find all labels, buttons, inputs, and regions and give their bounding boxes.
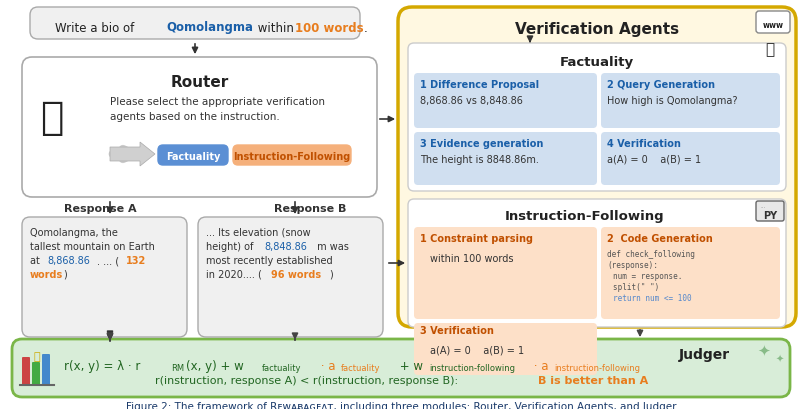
Text: agents based on the instruction.: agents based on the instruction. [110,112,280,122]
Text: Judger: Judger [679,347,730,361]
FancyBboxPatch shape [32,362,40,385]
Text: factuality: factuality [341,363,381,372]
Text: Factuality: Factuality [560,56,634,69]
Text: 1 Difference Proposal: 1 Difference Proposal [420,80,539,90]
Text: 132: 132 [126,255,147,265]
Text: 8,868.86 vs 8,848.86: 8,868.86 vs 8,848.86 [420,96,523,106]
Text: . ... (: . ... ( [97,255,119,265]
Text: 1 Constraint parsing: 1 Constraint parsing [420,234,533,243]
Text: 🤖: 🤖 [40,99,64,137]
Text: 3 Verification: 3 Verification [420,325,494,335]
Text: Router: Router [171,75,229,90]
FancyBboxPatch shape [414,74,597,129]
Text: www: www [762,20,783,29]
Text: words: words [30,270,64,279]
Text: 8,868.86: 8,868.86 [47,255,90,265]
Text: (x, y) + w: (x, y) + w [186,359,244,372]
Text: 8,848.86: 8,848.86 [264,241,307,252]
Text: within: within [254,21,298,34]
Text: B is better than A: B is better than A [538,375,648,385]
FancyBboxPatch shape [30,8,360,40]
Text: 🔍: 🔍 [766,42,774,57]
Text: return num <= 100: return num <= 100 [613,293,691,302]
FancyBboxPatch shape [233,146,351,166]
FancyBboxPatch shape [601,227,780,319]
FancyBboxPatch shape [756,12,790,34]
Text: PY: PY [763,211,777,220]
Text: at: at [30,255,43,265]
Text: (response):: (response): [607,261,658,270]
FancyBboxPatch shape [42,354,50,385]
Text: ): ) [329,270,332,279]
Text: 2  Code Generation: 2 Code Generation [607,234,712,243]
Text: Qomolangma, the: Qomolangma, the [30,227,118,237]
Text: 96 words: 96 words [271,270,321,279]
Text: Verification Agents: Verification Agents [515,22,679,37]
Text: ): ) [63,270,67,279]
Text: instruction-following: instruction-following [554,363,640,372]
Text: factuality: factuality [262,363,302,372]
Text: a(A) = 0    a(B) = 1: a(A) = 0 a(B) = 1 [607,155,701,164]
Text: Instruction-Following: Instruction-Following [506,209,665,222]
Text: instruction-following: instruction-following [429,363,515,372]
Text: most recently established: most recently established [206,255,332,265]
FancyBboxPatch shape [12,339,790,397]
FancyBboxPatch shape [198,218,383,337]
Text: num = response.: num = response. [613,271,683,280]
FancyBboxPatch shape [601,133,780,186]
Text: r(instruction, response A) < r(instruction, response B):: r(instruction, response A) < r(instructi… [155,375,461,385]
Text: Factuality: Factuality [166,152,221,162]
Text: 3 Evidence generation: 3 Evidence generation [420,139,543,148]
FancyBboxPatch shape [22,357,30,385]
Text: r(x, y) = λ · r: r(x, y) = λ · r [64,359,140,372]
Text: How high is Qomolangma?: How high is Qomolangma? [607,96,737,106]
Text: 100 words: 100 words [295,21,364,34]
Text: Response A: Response A [64,204,136,213]
Text: in 2020.... (: in 2020.... ( [206,270,262,279]
Text: a(A) = 0    a(B) = 1: a(A) = 0 a(B) = 1 [430,345,524,355]
Text: Response B: Response B [274,204,346,213]
Polygon shape [110,143,155,166]
Text: ✨: ✨ [34,351,40,361]
FancyBboxPatch shape [414,323,597,375]
FancyBboxPatch shape [158,146,228,166]
Text: within 100 words: within 100 words [430,254,514,263]
Text: height) of: height) of [206,241,257,252]
Text: Write a bio of: Write a bio of [55,21,138,34]
FancyBboxPatch shape [398,8,796,327]
Text: · a: · a [530,359,548,372]
Text: ... Its elevation (snow: ... Its elevation (snow [206,227,311,237]
Text: ✦: ✦ [758,343,770,358]
FancyBboxPatch shape [22,58,377,198]
Text: · a: · a [317,359,336,372]
FancyBboxPatch shape [22,218,187,337]
Text: .: . [364,21,368,34]
Text: RM: RM [171,363,184,372]
FancyBboxPatch shape [408,44,786,191]
FancyBboxPatch shape [414,227,597,319]
FancyArrowPatch shape [113,150,133,160]
Text: m was: m was [314,241,349,252]
Text: Instruction-Following: Instruction-Following [233,152,351,162]
Text: The height is 8848.86m.: The height is 8848.86m. [420,155,539,164]
FancyBboxPatch shape [601,74,780,129]
Text: Qomolangma: Qomolangma [166,21,253,34]
Text: + w: + w [396,359,423,372]
Text: 4 Verification: 4 Verification [607,139,681,148]
Text: split(" "): split(" ") [613,282,659,291]
FancyBboxPatch shape [408,200,786,327]
FancyBboxPatch shape [414,133,597,186]
Text: 2 Query Generation: 2 Query Generation [607,80,715,90]
FancyBboxPatch shape [756,202,784,221]
Text: ✦: ✦ [776,354,784,364]
Text: Figure 2: The framework of Rᴇᴡᴀᴃᴀɢᴇᴧᴛ, including three modules: Router, Verifica: Figure 2: The framework of Rᴇᴡᴀᴃᴀɢᴇᴧᴛ, i… [126,401,679,409]
Text: def check_following: def check_following [607,249,695,258]
Text: ···: ··· [760,204,766,209]
Text: tallest mountain on Earth: tallest mountain on Earth [30,241,155,252]
Text: Please select the appropriate verification: Please select the appropriate verificati… [110,97,325,107]
